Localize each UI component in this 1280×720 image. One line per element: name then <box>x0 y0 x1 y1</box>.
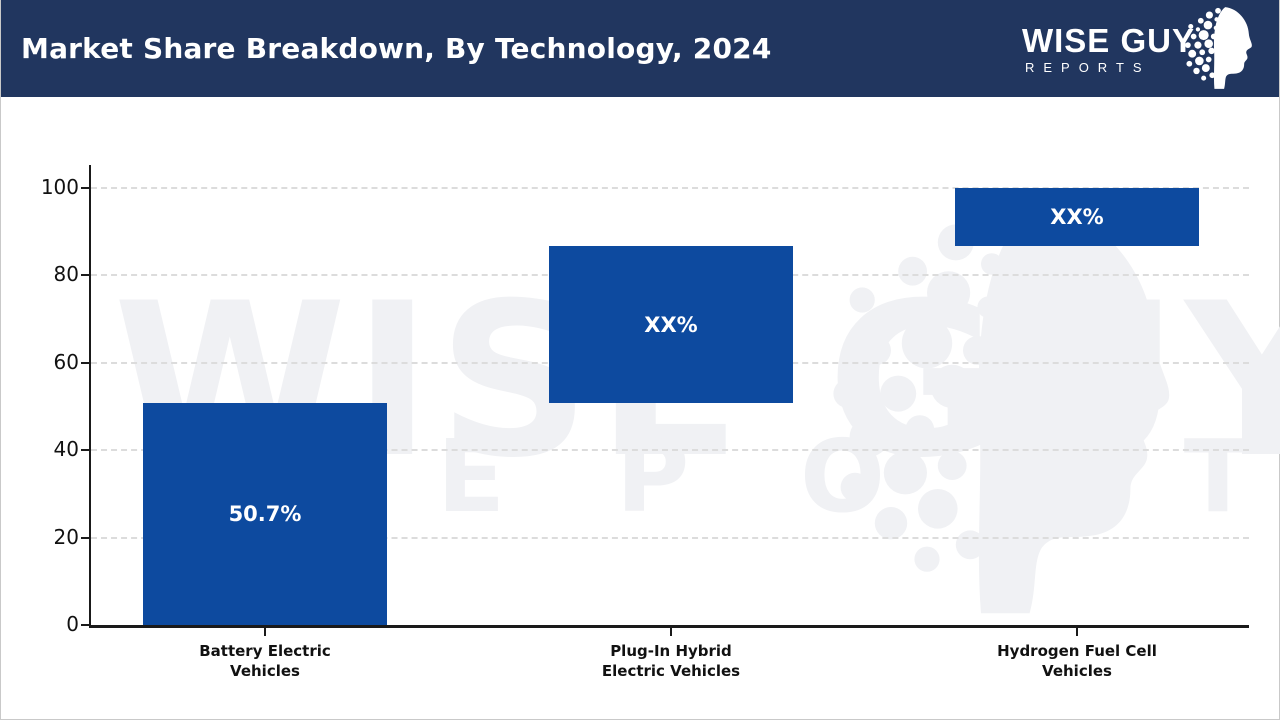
bar-hydrogen-fuel-cell-vehicles: XX% <box>955 187 1199 247</box>
y-tick-20 <box>81 536 90 539</box>
y-tick-label-100: 100 <box>40 174 79 199</box>
y-tick-100 <box>81 186 90 189</box>
x-axis-line <box>89 625 1249 628</box>
y-tick-label-80: 80 <box>53 262 79 286</box>
bar-value-label: XX% <box>1050 204 1104 229</box>
x-tick-hydrogen-fuel-cell-vehicles <box>1076 628 1078 636</box>
category-label-hydrogen-fuel-cell-vehicles: Hydrogen Fuel Cell Vehicles <box>917 641 1237 682</box>
category-label-line: Battery Electric <box>199 642 331 660</box>
bar-value-label: XX% <box>644 312 698 337</box>
category-label-plug-in-hybrid-electric-vehicles: Plug-In Hybrid Electric Vehicles <box>511 641 831 682</box>
wiseguy-logo: WISE GUY REPORTS <box>1022 7 1255 91</box>
gridline-40 <box>91 449 1249 451</box>
y-tick-label-60: 60 <box>53 349 79 374</box>
y-tick-80 <box>81 274 90 276</box>
category-label-line: Vehicles <box>1042 662 1112 681</box>
y-tick-label-0: 0 <box>66 612 79 636</box>
y-tick-label-20: 20 <box>53 524 79 549</box>
category-label-battery-electric-vehicles: Battery Electric Vehicles <box>105 641 425 682</box>
y-tick-40 <box>81 449 90 451</box>
watermark-head-icon <box>819 192 1179 624</box>
wiseguy-head-icon <box>1181 5 1255 91</box>
bar-battery-electric-vehicles: 50.7% <box>143 403 387 625</box>
bar-plug-in-hybrid-electric-vehicles: XX% <box>549 246 793 404</box>
y-axis-line <box>89 165 91 627</box>
bar-value-label: 50.7% <box>228 502 302 527</box>
y-tick-60 <box>81 361 90 364</box>
y-tick-label-40: 40 <box>53 437 79 461</box>
x-tick-plug-in-hybrid-electric-vehicles <box>670 628 672 636</box>
category-label-line: Hydrogen Fuel Cell <box>997 642 1157 660</box>
chart-area: WISE GUY R E P O R T S 50.7%XX%XX% 02040… <box>1 97 1280 720</box>
page-title: Market Share Breakdown, By Technology, 2… <box>21 32 772 65</box>
logo-subtitle: REPORTS <box>1024 59 1151 75</box>
header-bar: Market Share Breakdown, By Technology, 2… <box>1 0 1279 97</box>
gridline-20 <box>91 536 1249 539</box>
y-tick-0 <box>81 624 90 626</box>
gridline-100 <box>91 186 1249 189</box>
category-label-line: Plug-In Hybrid <box>610 642 732 660</box>
logo-text: WISE GUY REPORTS <box>1022 24 1195 74</box>
x-tick-battery-electric-vehicles <box>264 628 266 636</box>
category-label-line: Vehicles <box>230 662 300 681</box>
category-label-line: Electric Vehicles <box>601 662 741 681</box>
logo-wordmark: WISE GUY <box>1021 21 1195 59</box>
